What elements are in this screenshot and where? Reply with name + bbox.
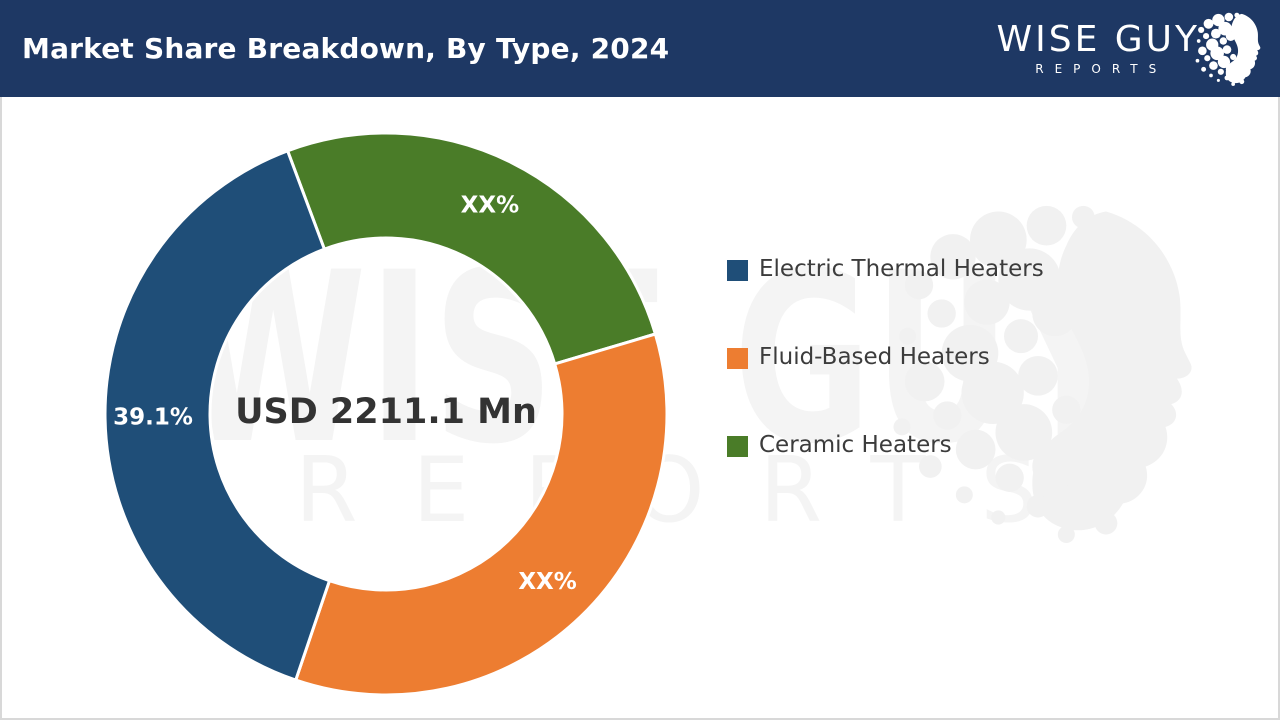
legend-swatch-ceramic-heaters	[727, 435, 748, 457]
logo-line2: REPORTS	[1035, 61, 1168, 76]
legend-item-fluid-based-heaters: Fluid-Based Heaters	[727, 344, 1044, 370]
face-profile-icon	[1195, 12, 1261, 86]
wiseguy-logo: WISE GUY REPORTS	[997, 9, 1265, 89]
logo-wordmark: WISE GUY REPORTS	[996, 18, 1201, 76]
donut-segment-ceramic-heaters	[286, 131, 657, 366]
legend-label: Fluid-Based Heaters	[759, 344, 990, 370]
legend-label: Electric Thermal Heaters	[759, 256, 1044, 282]
legend-item-ceramic-heaters: Ceramic Heaters	[727, 432, 1044, 458]
legend-swatch-fluid-based-heaters	[727, 347, 748, 369]
legend-label: Ceramic Heaters	[759, 432, 952, 458]
segment-value-label-fluid-based-heaters: XX%	[518, 569, 577, 595]
segment-value-label-ceramic-heaters: XX%	[461, 192, 520, 218]
center-value: USD 2211.1 Mn	[235, 392, 537, 432]
segment-value-label-electric-thermal-heaters: 39.1%	[113, 405, 193, 431]
page-title: Market Share Breakdown, By Type, 2024	[22, 32, 670, 65]
legend: Electric Thermal Heaters Fluid-Based Heat…	[727, 256, 1044, 458]
donut-segment-fluid-based-heaters	[294, 332, 669, 697]
logo-line1: WISE GUY	[996, 18, 1200, 60]
legend-swatch-electric-thermal-heaters	[727, 259, 748, 281]
header-bar: Market Share Breakdown, By Type, 2024 WI…	[0, 0, 1280, 97]
donut-segment-electric-thermal-heaters	[103, 149, 331, 682]
legend-item-electric-thermal-heaters: Electric Thermal Heaters	[727, 256, 1044, 282]
